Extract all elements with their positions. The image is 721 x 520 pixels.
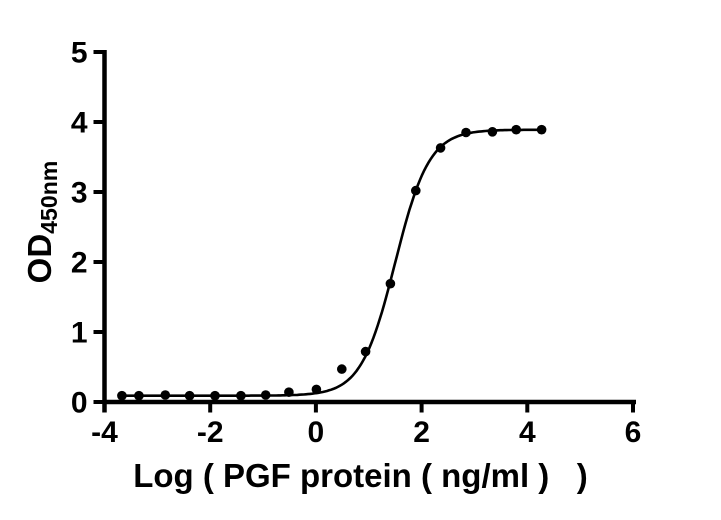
data-point [360, 346, 371, 357]
y-axis-title-subscript: 450nm [35, 160, 62, 234]
x-tick-label: -2 [197, 416, 224, 449]
y-tick-label: 0 [71, 387, 88, 420]
x-axis-title: Log ( PGF protein ( ng/ml ) ) [133, 457, 588, 494]
data-point [210, 390, 220, 401]
x-tick-label: 4 [519, 416, 536, 449]
x-tick-label: 6 [625, 416, 642, 449]
data-point [337, 364, 347, 374]
data-point [411, 185, 421, 196]
data-point [184, 390, 195, 401]
data-point [117, 390, 127, 401]
data-point [461, 127, 471, 138]
y-axis-title: OD450nm [21, 161, 63, 284]
data-point [236, 390, 246, 401]
fit-curve [120, 128, 543, 397]
data-point [160, 390, 171, 400]
data-point [260, 390, 271, 400]
x-tick-label: 2 [413, 416, 430, 449]
y-tick-label: 4 [71, 107, 88, 140]
y-tick-label: 2 [71, 247, 88, 280]
data-point [536, 124, 547, 135]
y-axis-title-main: OD [21, 233, 59, 284]
y-tick-label: 5 [71, 37, 88, 70]
data-point [435, 143, 446, 153]
y-tick-label: 3 [71, 177, 88, 210]
data-point [311, 384, 322, 395]
data-point [385, 278, 396, 289]
data-point [284, 387, 294, 398]
data-point [511, 124, 521, 135]
y-tick-label: 1 [71, 317, 88, 350]
x-tick-label: -4 [91, 416, 118, 449]
data-point [487, 127, 498, 137]
data-point [134, 390, 144, 401]
x-tick-label: 0 [308, 416, 325, 449]
